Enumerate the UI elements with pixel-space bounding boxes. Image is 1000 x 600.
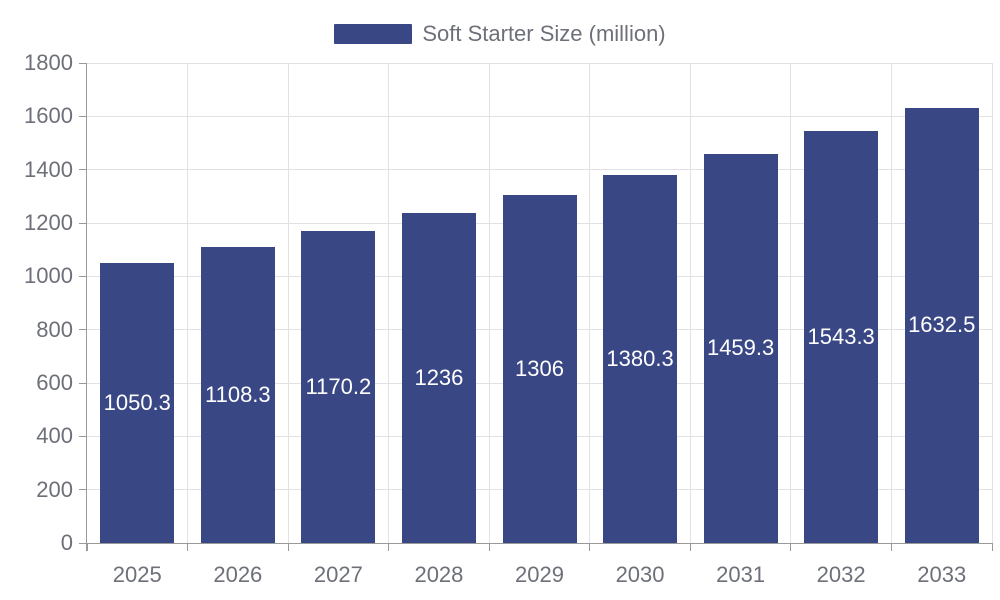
x-axis-label: 2030 <box>615 562 665 587</box>
x-gridline <box>589 63 591 543</box>
x-axis-label: 2031 <box>716 562 766 587</box>
legend[interactable]: Soft Starter Size (million) <box>0 20 1000 48</box>
x-axis-label: 2026 <box>213 562 263 587</box>
y-axis-label: 200 <box>36 476 73 502</box>
x-axis-tick <box>488 543 490 551</box>
bar[interactable] <box>703 153 778 543</box>
bar[interactable] <box>100 262 175 543</box>
y-axis-label: 1000 <box>24 263 73 289</box>
y-axis-tick <box>79 329 87 331</box>
x-axis-tick <box>689 543 691 551</box>
x-axis-label: 2033 <box>917 562 967 587</box>
x-gridline <box>488 63 490 543</box>
bar[interactable] <box>301 230 376 543</box>
y-gridline <box>87 62 992 64</box>
x-gridline <box>790 63 792 543</box>
x-gridline <box>187 63 189 543</box>
x-gridline <box>890 63 892 543</box>
y-axis-tick <box>79 222 87 224</box>
y-axis-label: 1400 <box>24 156 73 182</box>
bar[interactable] <box>804 131 879 543</box>
y-axis-tick <box>79 382 87 384</box>
x-axis-tick <box>287 543 289 551</box>
y-axis-label: 800 <box>36 316 73 342</box>
bar[interactable] <box>401 213 476 543</box>
bar-value-label: 1108.3 <box>205 382 271 408</box>
y-axis-label: 600 <box>36 370 73 395</box>
y-axis-tick <box>79 115 87 117</box>
y-axis-label: 1600 <box>24 103 73 129</box>
x-gridline <box>991 63 993 543</box>
bar[interactable] <box>502 194 577 543</box>
x-axis-label: 2032 <box>816 562 866 587</box>
x-gridline <box>287 63 289 543</box>
y-axis-line <box>86 63 87 551</box>
x-axis-label: 2025 <box>112 562 162 587</box>
y-axis-label: 0 <box>60 530 73 555</box>
x-axis-label: 2027 <box>313 562 363 587</box>
bar-value-label: 1050.3 <box>103 389 171 415</box>
bar[interactable] <box>200 247 275 543</box>
x-axis-tick <box>388 543 390 551</box>
y-axis-tick <box>79 435 87 437</box>
y-gridline <box>87 169 992 171</box>
y-axis-label: 1800 <box>24 50 73 75</box>
y-axis-tick <box>79 62 87 64</box>
y-axis-label: 400 <box>36 423 73 449</box>
x-gridline <box>388 63 390 543</box>
x-axis-tick <box>991 543 993 551</box>
bar-value-label: 1543.3 <box>807 324 875 350</box>
bar-value-label: 1170.2 <box>305 373 372 399</box>
bar-value-label: 1459.3 <box>706 335 775 361</box>
y-axis-tick <box>79 275 87 277</box>
x-axis-tick <box>589 543 591 551</box>
bar-value-label: 1632.5 <box>908 312 976 338</box>
y-axis-tick <box>79 489 87 491</box>
bar-value-label: 1380.3 <box>606 345 674 371</box>
y-gridline <box>87 115 992 117</box>
x-axis-label: 2029 <box>515 562 564 587</box>
bar-value-label: 1236 <box>414 365 464 391</box>
x-axis-label: 2028 <box>414 562 464 587</box>
x-axis-tick <box>86 543 88 551</box>
bar-value-label: 1306 <box>515 355 564 381</box>
x-axis-tick <box>187 543 189 551</box>
legend-label: Soft Starter Size (million) <box>422 21 666 46</box>
x-axis-tick <box>790 543 792 551</box>
x-gridline <box>689 63 691 543</box>
x-axis-tick <box>890 543 892 551</box>
y-axis-label: 1200 <box>24 210 73 235</box>
bar[interactable] <box>904 107 979 543</box>
y-axis-tick <box>79 169 87 171</box>
legend-swatch-icon <box>334 24 413 44</box>
bar[interactable] <box>603 174 678 543</box>
x-axis-line <box>79 542 992 544</box>
